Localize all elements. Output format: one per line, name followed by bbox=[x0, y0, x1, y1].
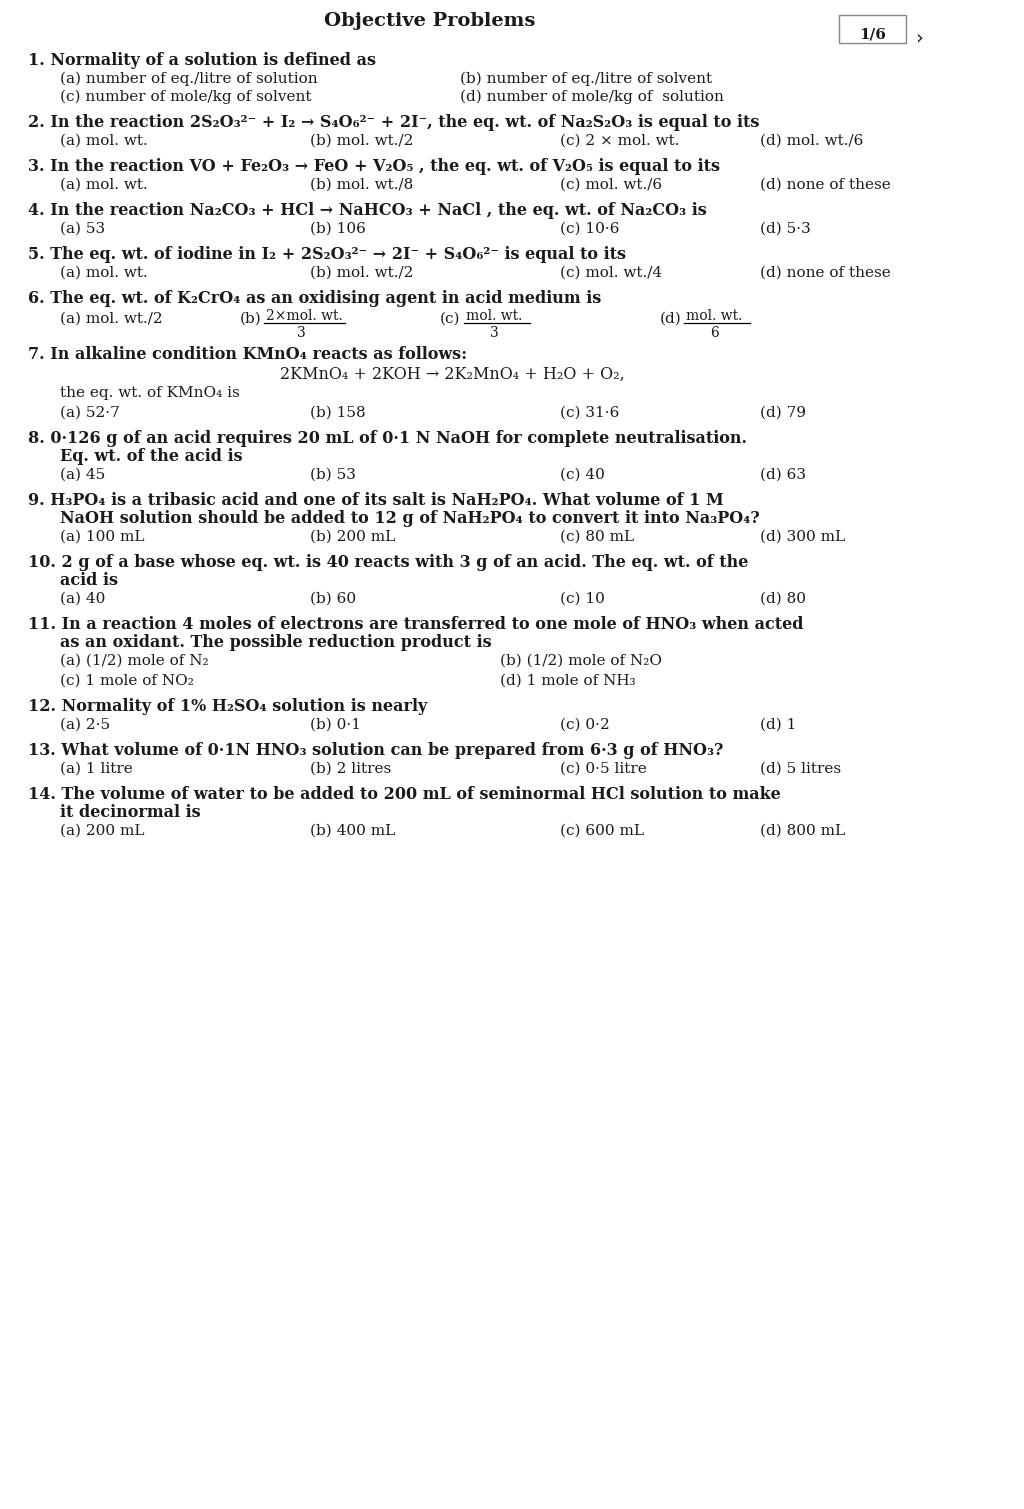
Text: (d) 80: (d) 80 bbox=[760, 592, 806, 607]
Text: 1. Normality of a solution is defined as: 1. Normality of a solution is defined as bbox=[28, 51, 376, 69]
Text: 5. The eq. wt. of iodine in I₂ + 2S₂O₃²⁻ → 2I⁻ + S₄O₆²⁻ is equal to its: 5. The eq. wt. of iodine in I₂ + 2S₂O₃²⁻… bbox=[28, 246, 626, 263]
Text: ›: › bbox=[915, 29, 923, 47]
Text: (b) 60: (b) 60 bbox=[310, 592, 356, 607]
Text: (c) 80 mL: (c) 80 mL bbox=[560, 530, 634, 545]
Text: (a) 100 mL: (a) 100 mL bbox=[60, 530, 144, 545]
Text: 10. 2 g of a base whose eq. wt. is 40 reacts with 3 g of an acid. The eq. wt. of: 10. 2 g of a base whose eq. wt. is 40 re… bbox=[28, 554, 749, 570]
Text: (a) mol. wt.: (a) mol. wt. bbox=[60, 178, 147, 192]
Text: (d) 800 mL: (d) 800 mL bbox=[760, 824, 845, 837]
Text: (a) 2·5: (a) 2·5 bbox=[60, 718, 111, 732]
Text: (c): (c) bbox=[440, 312, 461, 326]
Text: (d) mol. wt./6: (d) mol. wt./6 bbox=[760, 134, 863, 148]
Text: (b) number of eq./litre of solvent: (b) number of eq./litre of solvent bbox=[460, 72, 712, 86]
Text: (c) 600 mL: (c) 600 mL bbox=[560, 824, 644, 837]
Text: 8. 0·126 g of an acid requires 20 mL of 0·1 N NaOH for complete neutralisation.: 8. 0·126 g of an acid requires 20 mL of … bbox=[28, 430, 746, 447]
Text: (a) mol. wt.: (a) mol. wt. bbox=[60, 266, 147, 281]
Text: it decinormal is: it decinormal is bbox=[60, 804, 201, 821]
Text: 7. In alkaline condition KMnO₄ reacts as follows:: 7. In alkaline condition KMnO₄ reacts as… bbox=[28, 346, 467, 364]
Text: (c) 10·6: (c) 10·6 bbox=[560, 222, 620, 235]
Text: (c) 10: (c) 10 bbox=[560, 592, 605, 607]
Text: 2KMnO₄ + 2KOH → 2K₂MnO₄ + H₂O + O₂,: 2KMnO₄ + 2KOH → 2K₂MnO₄ + H₂O + O₂, bbox=[280, 367, 625, 383]
Text: (d) none of these: (d) none of these bbox=[760, 178, 891, 192]
Text: (b) mol. wt./2: (b) mol. wt./2 bbox=[310, 266, 414, 281]
Text: 9. H₃PO₄ is a tribasic acid and one of its salt is NaH₂PO₄. What volume of 1 M: 9. H₃PO₄ is a tribasic acid and one of i… bbox=[28, 492, 724, 509]
Text: 13. What volume of 0·1N HNO₃ solution can be prepared from 6·3 g of HNO₃?: 13. What volume of 0·1N HNO₃ solution ca… bbox=[28, 742, 723, 759]
Text: Eq. wt. of the acid is: Eq. wt. of the acid is bbox=[60, 448, 243, 465]
Text: (d): (d) bbox=[660, 312, 682, 326]
Text: 3: 3 bbox=[490, 326, 499, 340]
Text: 6: 6 bbox=[710, 326, 719, 340]
Text: (d) 300 mL: (d) 300 mL bbox=[760, 530, 845, 545]
Text: (d) 5·3: (d) 5·3 bbox=[760, 222, 811, 235]
Text: (b) 200 mL: (b) 200 mL bbox=[310, 530, 395, 545]
Text: (c) 31·6: (c) 31·6 bbox=[560, 406, 620, 420]
Text: mol. wt.: mol. wt. bbox=[686, 309, 742, 323]
Text: (b) 400 mL: (b) 400 mL bbox=[310, 824, 395, 837]
Text: 4. In the reaction Na₂CO₃ + HCl → NaHCO₃ + NaCl , the eq. wt. of Na₂CO₃ is: 4. In the reaction Na₂CO₃ + HCl → NaHCO₃… bbox=[28, 202, 707, 219]
Text: (b) 106: (b) 106 bbox=[310, 222, 366, 235]
Text: 2. In the reaction 2S₂O₃²⁻ + I₂ → S₄O₆²⁻ + 2I⁻, the eq. wt. of Na₂S₂O₃ is equal : 2. In the reaction 2S₂O₃²⁻ + I₂ → S₄O₆²⁻… bbox=[28, 115, 760, 131]
Text: (a) 1 litre: (a) 1 litre bbox=[60, 762, 133, 776]
Text: (b) 158: (b) 158 bbox=[310, 406, 366, 420]
Text: (a) number of eq./litre of solution: (a) number of eq./litre of solution bbox=[60, 72, 317, 86]
Text: 2×mol. wt.: 2×mol. wt. bbox=[266, 309, 343, 323]
Text: (a) mol. wt.: (a) mol. wt. bbox=[60, 134, 147, 148]
Text: (a) 52·7: (a) 52·7 bbox=[60, 406, 120, 420]
Text: (c) mol. wt./6: (c) mol. wt./6 bbox=[560, 178, 663, 192]
Text: (a) 53: (a) 53 bbox=[60, 222, 105, 235]
Text: 1/6: 1/6 bbox=[859, 29, 887, 42]
Text: (d) number of mole/kg of  solution: (d) number of mole/kg of solution bbox=[460, 91, 724, 104]
Text: (c) 0·5 litre: (c) 0·5 litre bbox=[560, 762, 647, 776]
Text: (c) 1 mole of NO₂: (c) 1 mole of NO₂ bbox=[60, 675, 194, 688]
Text: the eq. wt. of KMnO₄ is: the eq. wt. of KMnO₄ is bbox=[60, 386, 240, 400]
Text: 11. In a reaction 4 moles of electrons are transferred to one mole of HNO₃ when : 11. In a reaction 4 moles of electrons a… bbox=[28, 616, 804, 632]
Text: (d) 79: (d) 79 bbox=[760, 406, 806, 420]
Text: (b) mol. wt./2: (b) mol. wt./2 bbox=[310, 134, 414, 148]
Text: (b) 53: (b) 53 bbox=[310, 468, 356, 481]
Text: as an oxidant. The possible reduction product is: as an oxidant. The possible reduction pr… bbox=[60, 634, 492, 650]
Text: 3. In the reaction VO + Fe₂O₃ → FeO + V₂O₅ , the eq. wt. of V₂O₅ is equal to its: 3. In the reaction VO + Fe₂O₃ → FeO + V₂… bbox=[28, 158, 720, 175]
Text: (c) 40: (c) 40 bbox=[560, 468, 605, 481]
Text: 14. The volume of water to be added to 200 mL of seminormal HCl solution to make: 14. The volume of water to be added to 2… bbox=[28, 786, 780, 803]
Text: (c) number of mole/kg of solvent: (c) number of mole/kg of solvent bbox=[60, 91, 311, 104]
Text: (d) 63: (d) 63 bbox=[760, 468, 806, 481]
Text: 3: 3 bbox=[297, 326, 306, 340]
Text: acid is: acid is bbox=[60, 572, 118, 589]
Text: Objective Problems: Objective Problems bbox=[325, 12, 536, 30]
Text: (b) mol. wt./8: (b) mol. wt./8 bbox=[310, 178, 414, 192]
Text: (c) 2 × mol. wt.: (c) 2 × mol. wt. bbox=[560, 134, 680, 148]
Text: (b): (b) bbox=[240, 312, 262, 326]
Text: (a) (1/2) mole of N₂: (a) (1/2) mole of N₂ bbox=[60, 653, 209, 668]
Text: 6. The eq. wt. of K₂CrO₄ as an oxidising agent in acid medium is: 6. The eq. wt. of K₂CrO₄ as an oxidising… bbox=[28, 290, 601, 306]
Text: (a) 40: (a) 40 bbox=[60, 592, 105, 607]
Text: NaOH solution should be added to 12 g of NaH₂PO₄ to convert it into Na₃PO₄?: NaOH solution should be added to 12 g of… bbox=[60, 510, 760, 527]
Text: (b) 2 litres: (b) 2 litres bbox=[310, 762, 391, 776]
Text: (a) 45: (a) 45 bbox=[60, 468, 105, 481]
Text: (d) 1: (d) 1 bbox=[760, 718, 797, 732]
Text: (b) (1/2) mole of N₂O: (b) (1/2) mole of N₂O bbox=[500, 653, 662, 668]
Text: (c) 0·2: (c) 0·2 bbox=[560, 718, 609, 732]
Text: (a) mol. wt./2: (a) mol. wt./2 bbox=[60, 312, 163, 326]
Text: (d) none of these: (d) none of these bbox=[760, 266, 891, 281]
Text: (b) 0·1: (b) 0·1 bbox=[310, 718, 361, 732]
Text: (c) mol. wt./4: (c) mol. wt./4 bbox=[560, 266, 663, 281]
Text: (a) 200 mL: (a) 200 mL bbox=[60, 824, 144, 837]
Text: (d) 5 litres: (d) 5 litres bbox=[760, 762, 841, 776]
Text: (d) 1 mole of NH₃: (d) 1 mole of NH₃ bbox=[500, 675, 636, 688]
FancyBboxPatch shape bbox=[839, 15, 906, 42]
Text: 12. Normality of 1% H₂SO₄ solution is nearly: 12. Normality of 1% H₂SO₄ solution is ne… bbox=[28, 699, 427, 715]
Text: mol. wt.: mol. wt. bbox=[466, 309, 522, 323]
